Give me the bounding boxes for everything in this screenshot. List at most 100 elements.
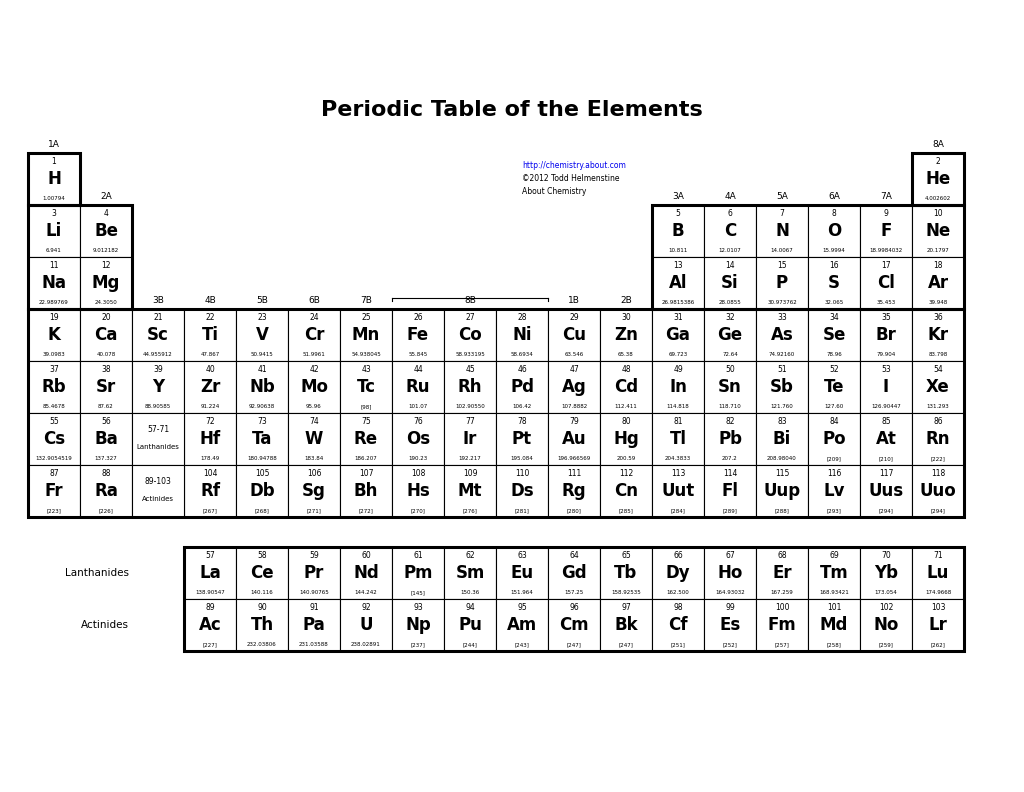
Text: Ag: Ag <box>561 378 587 396</box>
Text: 58.933195: 58.933195 <box>455 352 485 357</box>
Text: Pd: Pd <box>510 378 534 396</box>
Bar <box>184 547 964 651</box>
Bar <box>236 309 288 361</box>
Text: Ce: Ce <box>250 564 273 582</box>
Text: About Chemistry: About Chemistry <box>522 187 587 196</box>
Text: 22.989769: 22.989769 <box>39 300 69 305</box>
Text: Bi: Bi <box>773 430 792 448</box>
Text: Na: Na <box>42 274 67 292</box>
Bar <box>28 361 80 413</box>
Text: 101: 101 <box>826 604 841 612</box>
Bar <box>705 547 756 599</box>
Text: 95: 95 <box>517 604 527 612</box>
Text: 52: 52 <box>829 365 839 375</box>
Text: 118: 118 <box>931 470 945 478</box>
Text: Ni: Ni <box>512 326 531 344</box>
Bar <box>652 547 705 599</box>
Bar <box>28 309 80 361</box>
Text: 102.90550: 102.90550 <box>455 404 485 409</box>
Text: F: F <box>881 222 892 240</box>
Text: 54.938045: 54.938045 <box>351 352 381 357</box>
Text: Mo: Mo <box>300 378 328 396</box>
Text: 195.084: 195.084 <box>511 456 534 461</box>
Text: 26: 26 <box>414 314 423 322</box>
Text: 90: 90 <box>257 604 267 612</box>
Bar <box>288 599 340 651</box>
Text: 81: 81 <box>673 417 683 427</box>
Bar <box>236 361 288 413</box>
Text: [294]: [294] <box>931 508 945 513</box>
Text: Mn: Mn <box>352 326 380 344</box>
Text: 65.38: 65.38 <box>618 352 634 357</box>
Bar <box>340 465 392 517</box>
Text: 99: 99 <box>725 604 735 612</box>
Text: 25: 25 <box>361 314 371 322</box>
Text: 173.054: 173.054 <box>874 590 897 595</box>
Text: 98: 98 <box>673 604 683 612</box>
Text: Te: Te <box>823 378 844 396</box>
Text: 24.3050: 24.3050 <box>94 300 118 305</box>
Bar <box>28 257 80 309</box>
Text: 2B: 2B <box>621 296 632 305</box>
Text: Th: Th <box>251 616 273 634</box>
Text: [284]: [284] <box>671 508 685 513</box>
Text: 127.60: 127.60 <box>824 404 844 409</box>
Text: Ta: Ta <box>252 430 272 448</box>
Text: 138.90547: 138.90547 <box>196 590 225 595</box>
Text: 79.904: 79.904 <box>877 352 896 357</box>
Bar <box>860 465 912 517</box>
Bar <box>236 413 288 465</box>
Text: C: C <box>724 222 736 240</box>
Text: 1.00794: 1.00794 <box>43 196 66 201</box>
Bar <box>808 413 860 465</box>
Bar <box>912 153 964 205</box>
Text: 42: 42 <box>309 365 318 375</box>
Text: [281]: [281] <box>515 508 529 513</box>
Text: 88: 88 <box>101 470 111 478</box>
Bar <box>80 309 132 361</box>
Text: 68: 68 <box>777 551 786 561</box>
Text: 47.867: 47.867 <box>201 352 219 357</box>
Bar <box>340 599 392 651</box>
Text: 109: 109 <box>463 470 477 478</box>
Text: 65: 65 <box>622 551 631 561</box>
Text: 103: 103 <box>931 604 945 612</box>
Text: 89-103: 89-103 <box>144 477 171 486</box>
Text: 20: 20 <box>101 314 111 322</box>
Text: 36: 36 <box>933 314 943 322</box>
Bar <box>912 413 964 465</box>
Bar <box>28 153 80 205</box>
Text: Eu: Eu <box>510 564 534 582</box>
Bar <box>184 309 236 361</box>
Text: 4: 4 <box>103 210 109 219</box>
Text: 2: 2 <box>936 158 940 166</box>
Bar <box>392 599 444 651</box>
Text: Mg: Mg <box>92 274 120 292</box>
Text: 131.293: 131.293 <box>927 404 949 409</box>
Text: Fe: Fe <box>407 326 429 344</box>
Bar <box>600 413 652 465</box>
Text: 14: 14 <box>725 261 735 271</box>
Text: Pr: Pr <box>304 564 325 582</box>
Text: Md: Md <box>820 616 848 634</box>
Text: W: W <box>305 430 324 448</box>
Text: Pu: Pu <box>458 616 482 634</box>
Bar <box>444 413 496 465</box>
Bar <box>860 361 912 413</box>
Text: He: He <box>926 170 950 188</box>
Bar <box>444 599 496 651</box>
Text: 113: 113 <box>671 470 685 478</box>
Text: [271]: [271] <box>306 508 322 513</box>
Text: Hg: Hg <box>613 430 639 448</box>
Text: Hf: Hf <box>200 430 220 448</box>
Text: Nd: Nd <box>353 564 379 582</box>
Text: Tb: Tb <box>614 564 638 582</box>
Text: Db: Db <box>249 482 274 500</box>
Text: Be: Be <box>94 222 118 240</box>
Bar <box>496 599 548 651</box>
Text: 7A: 7A <box>880 192 892 201</box>
Bar <box>808 599 860 651</box>
Text: [252]: [252] <box>723 642 737 647</box>
Bar <box>28 309 964 517</box>
Text: 105: 105 <box>255 470 269 478</box>
